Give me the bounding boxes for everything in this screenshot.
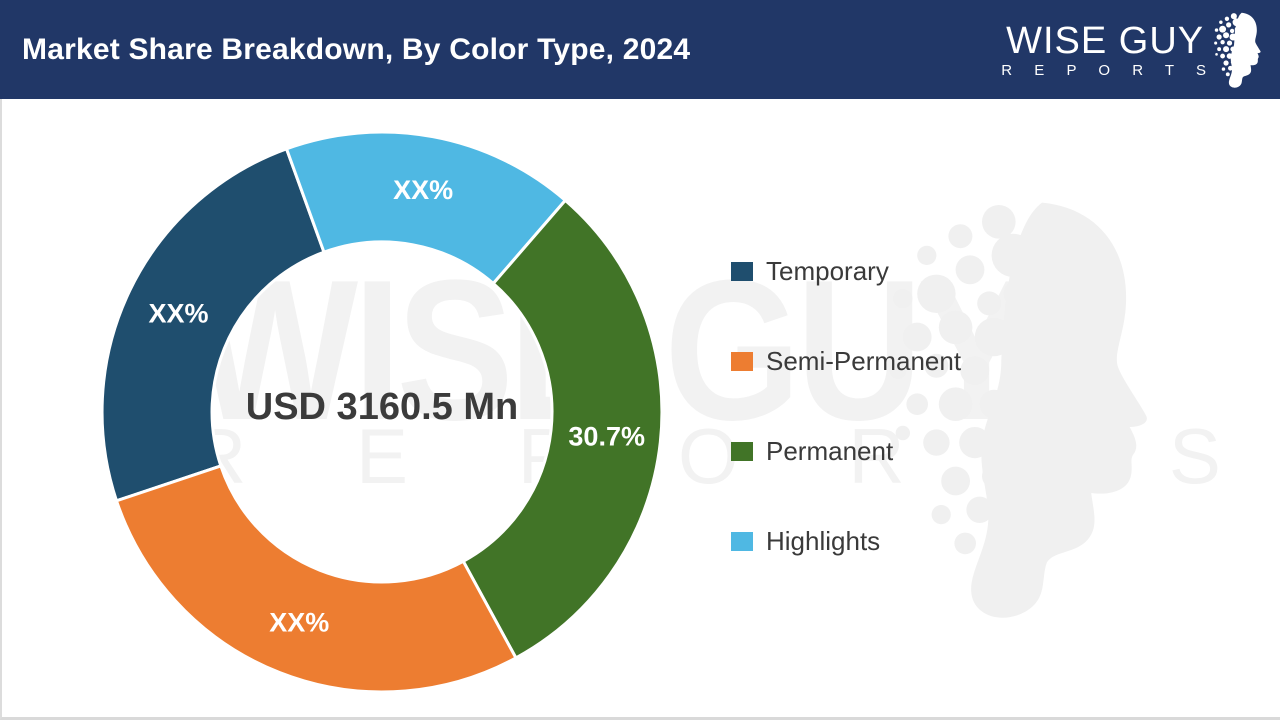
- donut-segment-temporary: [100, 147, 326, 503]
- wiseguy-face-icon: [1211, 11, 1268, 89]
- donut-segment-highlights: [285, 130, 567, 285]
- wiseguy-logo: WISE GUY R E P O R T S: [995, 6, 1268, 94]
- chart-legend: Temporary Semi-Permanent Permanent Highligh…: [731, 258, 961, 618]
- legend-label: Semi-Permanent: [766, 346, 962, 376]
- wiseguy-logo-text: WISE GUY R E P O R T S: [995, 22, 1215, 78]
- slice-label-temporary: XX%: [148, 299, 208, 329]
- legend-swatch-icon: [731, 441, 753, 461]
- donut-center-value: USD 3160.5 Mn: [245, 386, 519, 428]
- chart-area: WISE GUY R E P O R T S XX% XX% 30.7% XX% US…: [0, 99, 1280, 720]
- logo-wordmark: WISE GUY: [1006, 20, 1205, 62]
- legend-item-permanent: Permanent: [731, 438, 961, 464]
- legend-item-highlights: Highlights: [731, 528, 961, 554]
- legend-label: Temporary: [766, 256, 889, 286]
- legend-label: Permanent: [766, 436, 894, 466]
- logo-subtitle: R E P O R T S: [1001, 62, 1215, 79]
- legend-swatch-icon: [731, 261, 753, 281]
- donut-segment-semi-permanent: [115, 464, 518, 694]
- page-title: Market Share Breakdown, By Color Type, 2…: [22, 32, 691, 66]
- legend-swatch-icon: [731, 351, 753, 371]
- legend-item-semi-permanent: Semi-Permanent: [731, 348, 961, 374]
- legend-swatch-icon: [731, 531, 753, 551]
- slice-label-semi-permanent: XX%: [269, 607, 329, 637]
- slice-label-highlights: XX%: [393, 175, 453, 205]
- legend-label: Highlights: [766, 526, 881, 556]
- donut-segment-permanent: [461, 198, 664, 660]
- header-bar: Market Share Breakdown, By Color Type, 2…: [0, 0, 1280, 99]
- slice-label-permanent: 30.7%: [568, 421, 645, 451]
- donut-chart: XX% XX% 30.7% XX%: [100, 130, 664, 694]
- legend-item-temporary: Temporary: [731, 258, 961, 284]
